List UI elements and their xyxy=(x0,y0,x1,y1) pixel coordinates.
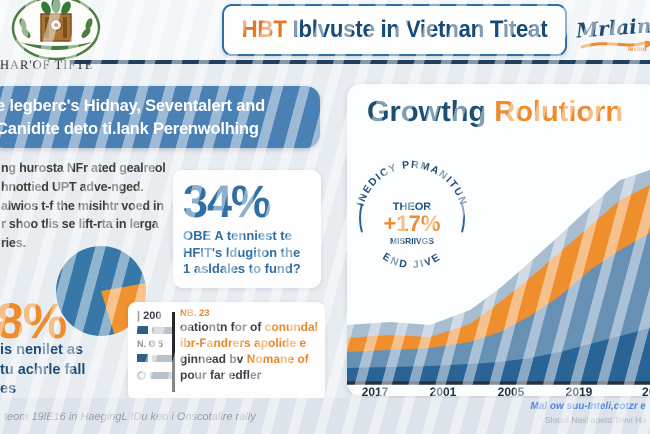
legend-bar-icon xyxy=(152,354,175,362)
signature-note: lexiint xyxy=(628,46,647,53)
x-tick-label: 2019 xyxy=(565,385,593,399)
stat-caption-line: HFIT's ldugiton the xyxy=(183,244,301,260)
banner-line-1: e legberc's Hidnay, Seventalert and xyxy=(0,97,265,115)
stat-value: 34% xyxy=(183,176,271,227)
area-series-layer-mid-blue xyxy=(347,233,650,383)
legend-text-line: ibr-Fandrers apolide e xyxy=(180,335,307,350)
badge-center-sub: MISRIIVGS xyxy=(390,236,434,246)
pie-stat-caption: is nenilet as tu achrle fall es xyxy=(0,341,85,400)
logo-caption: HAR'OF TIFTE xyxy=(0,58,94,72)
legend-swatch-row xyxy=(137,326,175,334)
legend-bar-icon xyxy=(152,326,175,334)
header-divider-line xyxy=(70,60,650,64)
pie-stat-line: is nenilet as xyxy=(0,342,84,358)
body-line: r shoo tlis se lift-rta in lerga xyxy=(1,217,159,232)
area-chart xyxy=(347,170,650,385)
legend-bar-icon xyxy=(150,372,173,379)
legend-card: | 200 N. Ø 5 NB. 23 oationtn for of conu… xyxy=(128,302,325,401)
body-line: hnottied UPT adve-nged. xyxy=(1,179,144,194)
body-line: alwios t-f the misihtr voed in xyxy=(1,198,164,213)
pie-chart xyxy=(56,246,146,336)
x-tick-label: 200 xyxy=(641,385,650,399)
x-tick-label: 2001 xyxy=(429,385,457,399)
x-tick-label: 2005 xyxy=(497,385,525,399)
pie-stat-line: tu achrle fall xyxy=(0,361,86,378)
legend-swatch-row xyxy=(137,354,175,362)
stat-caption: OBE A tenniest te HFIT's ldugiton the 1 … xyxy=(183,228,311,277)
stat-caption-line: 1 asldales to fund? xyxy=(183,260,301,276)
page-title: HBT Iblvuste in Vietnan Titeat xyxy=(242,16,548,44)
chart-title: Growthg Rolutiorn xyxy=(367,96,623,129)
left-banner: e legberc's Hidnay, Seventalert and Cani… xyxy=(0,86,320,148)
signature-swoosh-icon xyxy=(580,40,650,49)
legend-divider xyxy=(172,312,175,392)
page-title-accent: HBT xyxy=(241,16,287,43)
pie-stat-value: 8% xyxy=(0,293,67,349)
legend-text-line: oationtn for of conundal xyxy=(180,320,318,334)
legend-square-icon xyxy=(137,326,148,334)
footer-right-line2: Slotad Nasl apetd Trevi Ha xyxy=(544,415,646,425)
badge-arc-right xyxy=(461,203,465,233)
stat-caption-line: OBE A tenniest te xyxy=(183,228,292,244)
footer-right-line1: Mal ow suu-Inteli,cotzr e xyxy=(530,401,646,412)
chart-title-orange: Rolutiorn xyxy=(494,96,624,128)
growth-badge: INEDICY PRMANITUN END JIVE THEOR +17% MI… xyxy=(355,159,468,271)
legend-swatch-row xyxy=(137,371,173,380)
legend-note: NB. 23 xyxy=(180,308,210,319)
body-line: ng hurosta NFr ated gealreol xyxy=(1,161,166,175)
badge-center-label: THEOR xyxy=(393,201,432,213)
badge-arc-left xyxy=(359,203,363,233)
body-line: ries. xyxy=(1,236,26,250)
pie-stat-line: es xyxy=(0,381,17,398)
legend-square-icon xyxy=(137,354,148,362)
x-tick-label: 2017 xyxy=(361,385,389,399)
banner-line-2: Canidite deto ti.lank Perenwolhing xyxy=(0,120,259,139)
footer-strip xyxy=(0,398,650,434)
header-title-card: HBT Iblvuste in Vietnan Titeat xyxy=(222,4,567,56)
logo-emblem-icon xyxy=(11,0,101,60)
body-paragraph: ng hurosta NFr ated gealreol hnottied UP… xyxy=(1,159,177,253)
legend-mid-label: N. Ø 5 xyxy=(137,339,164,349)
legend-text-line: ginnead bv Nomane of xyxy=(180,351,309,366)
page-title-rest: Iblvuste in Vietnan Titeat xyxy=(286,16,548,43)
badge-center-value: +17% xyxy=(384,211,441,236)
stat-card-34: 34% OBE A tenniest te HFIT's ldugiton th… xyxy=(173,170,321,288)
chart-title-dark: Growthg xyxy=(367,96,495,128)
area-series-layer-dark-blue xyxy=(347,328,650,383)
legend-scale-label: | 200 xyxy=(137,310,162,322)
legend-text-line: pour far edfler xyxy=(180,367,262,382)
legend-text-block: oationtn for of conundal ibr-Fandrers ap… xyxy=(180,320,322,384)
legend-circle-icon xyxy=(137,371,146,380)
footer-left-text: teom 19lE16 in HaegingL IDu keo i Onscot… xyxy=(4,411,256,423)
